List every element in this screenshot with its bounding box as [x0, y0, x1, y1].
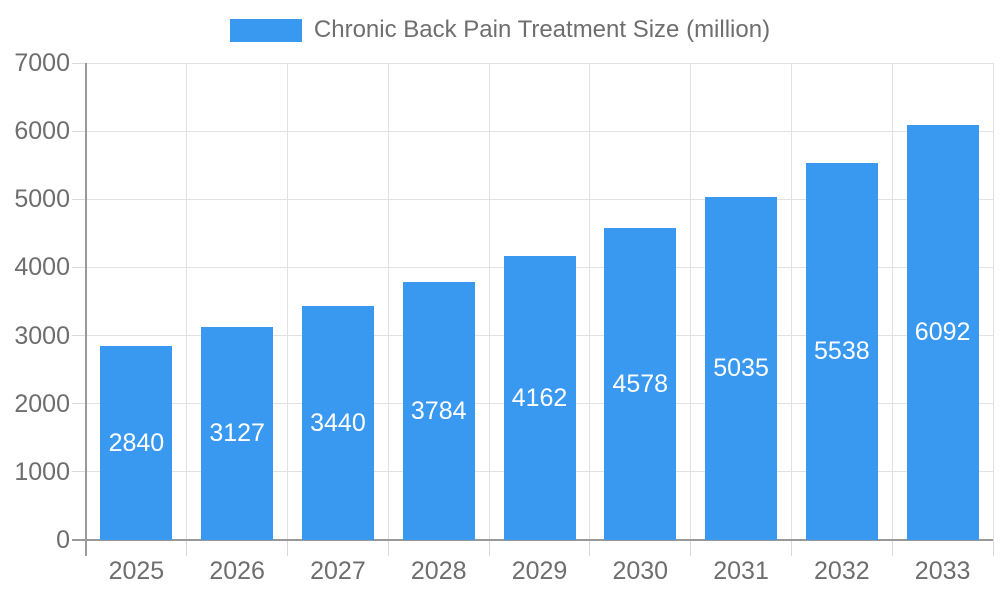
- x-axis-tick: [287, 540, 289, 556]
- bar-value-label: 3127: [209, 419, 265, 447]
- bar-2033[interactable]: 6092: [906, 125, 979, 540]
- x-axis-tick: [790, 540, 792, 556]
- y-axis-tick: [72, 403, 86, 405]
- y-tick-label: 0: [56, 526, 70, 554]
- bar-2028[interactable]: 3784: [402, 282, 475, 540]
- legend-swatch: [229, 18, 302, 42]
- x-axis-tick: [891, 540, 893, 556]
- y-tick-label: 3000: [14, 321, 70, 350]
- y-axis-tick: [72, 130, 86, 132]
- y-tick-label: 5000: [14, 185, 70, 214]
- bar-2031[interactable]: 5035: [705, 197, 778, 540]
- y-tick-label: 6000: [14, 117, 70, 146]
- x-tick-label-2025: 2025: [108, 557, 165, 585]
- bar-2025[interactable]: 2840: [100, 346, 173, 540]
- bar-value-label: 5538: [814, 337, 870, 365]
- x-tick-label-2032: 2032: [814, 557, 870, 585]
- bar-2026[interactable]: 3127: [201, 327, 274, 540]
- y-axis-tick: [72, 335, 86, 337]
- bar-value-label: 3784: [410, 396, 467, 425]
- bar-2029[interactable]: 4162: [503, 256, 576, 540]
- bar-2032[interactable]: 5538: [805, 163, 878, 540]
- y-tick-label: 2000: [14, 389, 70, 418]
- y-axis-tick: [72, 471, 86, 473]
- legend-label: Chronic Back Pain Treatment Size (millio…: [313, 16, 771, 43]
- x-axis-tick: [387, 540, 389, 556]
- y-axis-tick: [72, 62, 86, 64]
- bar-value-label: 2840: [108, 428, 165, 457]
- y-tick-label: 7000: [14, 49, 70, 77]
- x-axis-tick: [186, 540, 188, 556]
- x-tick-label-2033: 2033: [914, 557, 971, 585]
- bar-value-label: 6092: [914, 318, 971, 346]
- x-axis-tick: [589, 540, 591, 556]
- x-tick-label-2027: 2027: [310, 557, 366, 585]
- x-axis-tick: [488, 540, 490, 556]
- y-axis-tick: [72, 266, 86, 268]
- x-axis-tick: [690, 540, 692, 556]
- bar-value-label: 4578: [612, 369, 669, 398]
- y-tick-label: 4000: [14, 253, 70, 282]
- x-axis-tick: [992, 540, 994, 556]
- legend-item[interactable]: Chronic Back Pain Treatment Size (millio…: [0, 16, 1000, 44]
- x-tick-label-2031: 2031: [713, 557, 769, 585]
- y-axis-tick: [72, 198, 86, 200]
- bar-value-label: 3440: [310, 408, 366, 437]
- bar-2030[interactable]: 4578: [604, 228, 677, 540]
- y-tick-label: 1000: [14, 457, 70, 486]
- bar-value-label: 5035: [713, 354, 769, 382]
- x-tick-label-2026: 2026: [209, 557, 265, 585]
- bar-value-label: 4162: [511, 383, 568, 412]
- bar-2027[interactable]: 3440: [301, 306, 374, 540]
- x-tick-label-2030: 2030: [612, 557, 669, 585]
- x-tick-label-2029: 2029: [511, 557, 568, 585]
- x-tick-label-2028: 2028: [410, 557, 467, 585]
